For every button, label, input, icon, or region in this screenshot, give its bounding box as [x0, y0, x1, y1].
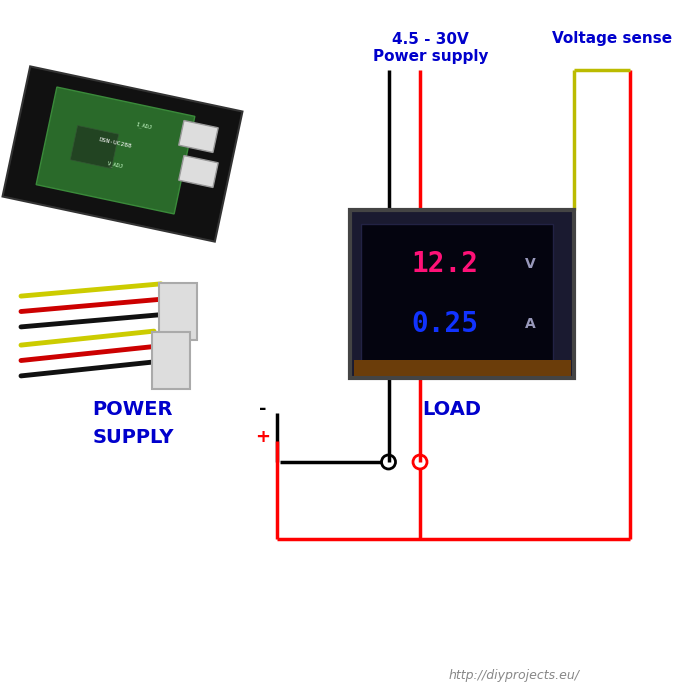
Text: 4.5 - 30V
Power supply: 4.5 - 30V Power supply [372, 32, 489, 64]
Text: V: V [524, 257, 536, 271]
Polygon shape [178, 155, 218, 188]
Polygon shape [36, 87, 195, 214]
Text: POWER: POWER [92, 400, 174, 419]
Polygon shape [70, 125, 119, 169]
Text: -: - [259, 400, 266, 419]
Text: +: + [255, 428, 270, 447]
Bar [152, 332, 190, 389]
Bar [360, 224, 553, 368]
Text: LOAD: LOAD [422, 400, 481, 419]
Text: V_ADJ: V_ADJ [107, 160, 124, 169]
Bar [159, 283, 197, 340]
Text: DSN-UC288: DSN-UC288 [99, 137, 132, 150]
Text: 0.25: 0.25 [412, 311, 479, 338]
Text: SUPPLY: SUPPLY [92, 428, 174, 447]
Polygon shape [3, 66, 242, 241]
Text: A: A [524, 318, 536, 332]
Text: http://diyprojects.eu/: http://diyprojects.eu/ [449, 669, 580, 682]
Bar [350, 210, 574, 378]
Text: I_ADJ: I_ADJ [135, 122, 152, 130]
Text: Voltage sense: Voltage sense [552, 32, 673, 46]
Bar [354, 360, 570, 376]
Polygon shape [178, 120, 218, 153]
Text: 12.2: 12.2 [412, 250, 479, 278]
